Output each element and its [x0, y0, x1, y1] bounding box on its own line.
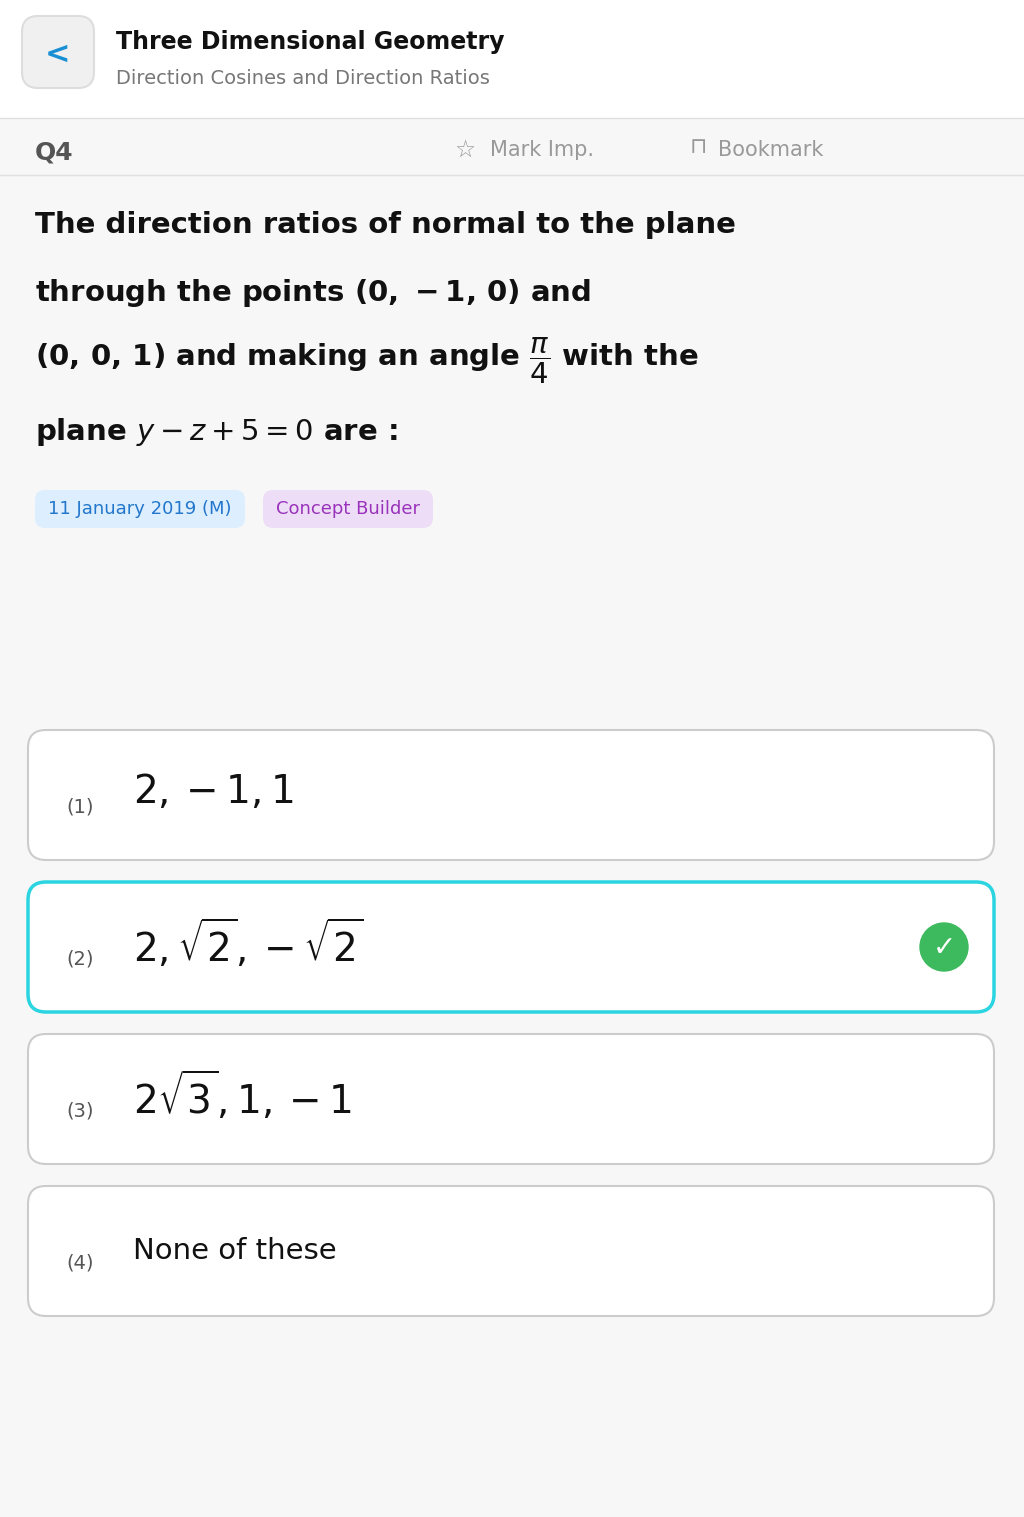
Text: ☆: ☆ — [455, 138, 475, 162]
Text: (1): (1) — [67, 798, 94, 816]
Text: Q4: Q4 — [35, 140, 74, 164]
FancyBboxPatch shape — [28, 1035, 994, 1164]
Text: Direction Cosines and Direction Ratios: Direction Cosines and Direction Ratios — [116, 68, 489, 88]
Text: (2): (2) — [67, 950, 94, 968]
FancyBboxPatch shape — [28, 881, 994, 1012]
Text: <: < — [45, 39, 71, 68]
Text: Concept Builder: Concept Builder — [276, 501, 420, 517]
Text: Three Dimensional Geometry: Three Dimensional Geometry — [116, 30, 505, 55]
FancyBboxPatch shape — [263, 490, 433, 528]
Text: Bookmark: Bookmark — [718, 140, 823, 159]
Text: ⊓: ⊓ — [689, 137, 707, 156]
Text: plane $y - z + 5 = 0$ are :: plane $y - z + 5 = 0$ are : — [35, 416, 397, 448]
Text: 11 January 2019 (M): 11 January 2019 (M) — [48, 501, 231, 517]
Text: through the points $\mathbf{(0,\,-1,\,0)}$ and: through the points $\mathbf{(0,\,-1,\,0)… — [35, 278, 591, 309]
Text: $\mathbf{(0,\,0,\,1)}$ and making an angle $\dfrac{\pi}{4}$ with the: $\mathbf{(0,\,0,\,1)}$ and making an ang… — [35, 335, 698, 385]
Text: The direction ratios of normal to the plane: The direction ratios of normal to the pl… — [35, 211, 736, 240]
Text: (3): (3) — [67, 1101, 94, 1121]
Text: (4): (4) — [67, 1253, 94, 1273]
Text: $2, \sqrt{2}, -\sqrt{2}$: $2, \sqrt{2}, -\sqrt{2}$ — [133, 916, 364, 969]
Text: $2\sqrt{3}, 1, -1$: $2\sqrt{3}, 1, -1$ — [133, 1068, 352, 1121]
Text: ✓: ✓ — [933, 934, 955, 962]
FancyBboxPatch shape — [28, 730, 994, 860]
FancyBboxPatch shape — [28, 1186, 994, 1317]
FancyBboxPatch shape — [35, 490, 245, 528]
FancyBboxPatch shape — [0, 0, 1024, 118]
FancyBboxPatch shape — [22, 17, 94, 88]
Text: $2, -1, 1$: $2, -1, 1$ — [133, 772, 293, 810]
Circle shape — [920, 922, 968, 971]
Text: Mark Imp.: Mark Imp. — [490, 140, 594, 159]
Text: None of these: None of these — [133, 1236, 337, 1265]
